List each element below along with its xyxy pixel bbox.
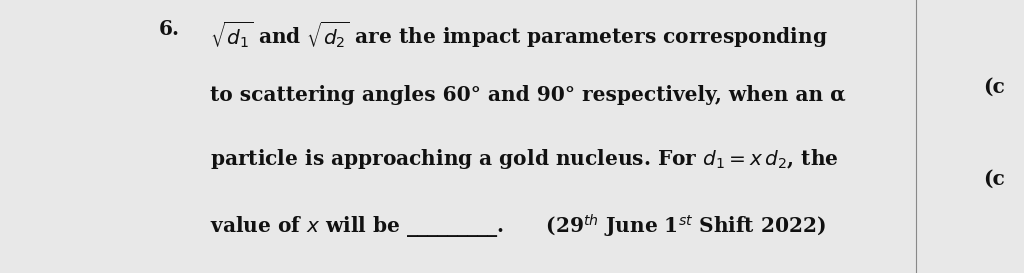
Text: to scattering angles 60° and 90° respectively, when an α: to scattering angles 60° and 90° respect… [210,85,846,105]
Text: (c: (c [983,169,1005,189]
Text: (c: (c [983,76,1005,96]
Text: 6.: 6. [159,19,180,39]
Text: value of $x$ will be _________.      (29$^{th}$ June 1$^{st}$ Shift 2022): value of $x$ will be _________. (29$^{th… [210,213,825,241]
Text: particle is approaching a gold nucleus. For $d_1 = x\,d_2$, the: particle is approaching a gold nucleus. … [210,147,839,171]
Text: $\sqrt{d_1}$ and $\sqrt{d_2}$ are the impact parameters corresponding: $\sqrt{d_1}$ and $\sqrt{d_2}$ are the im… [210,19,827,50]
